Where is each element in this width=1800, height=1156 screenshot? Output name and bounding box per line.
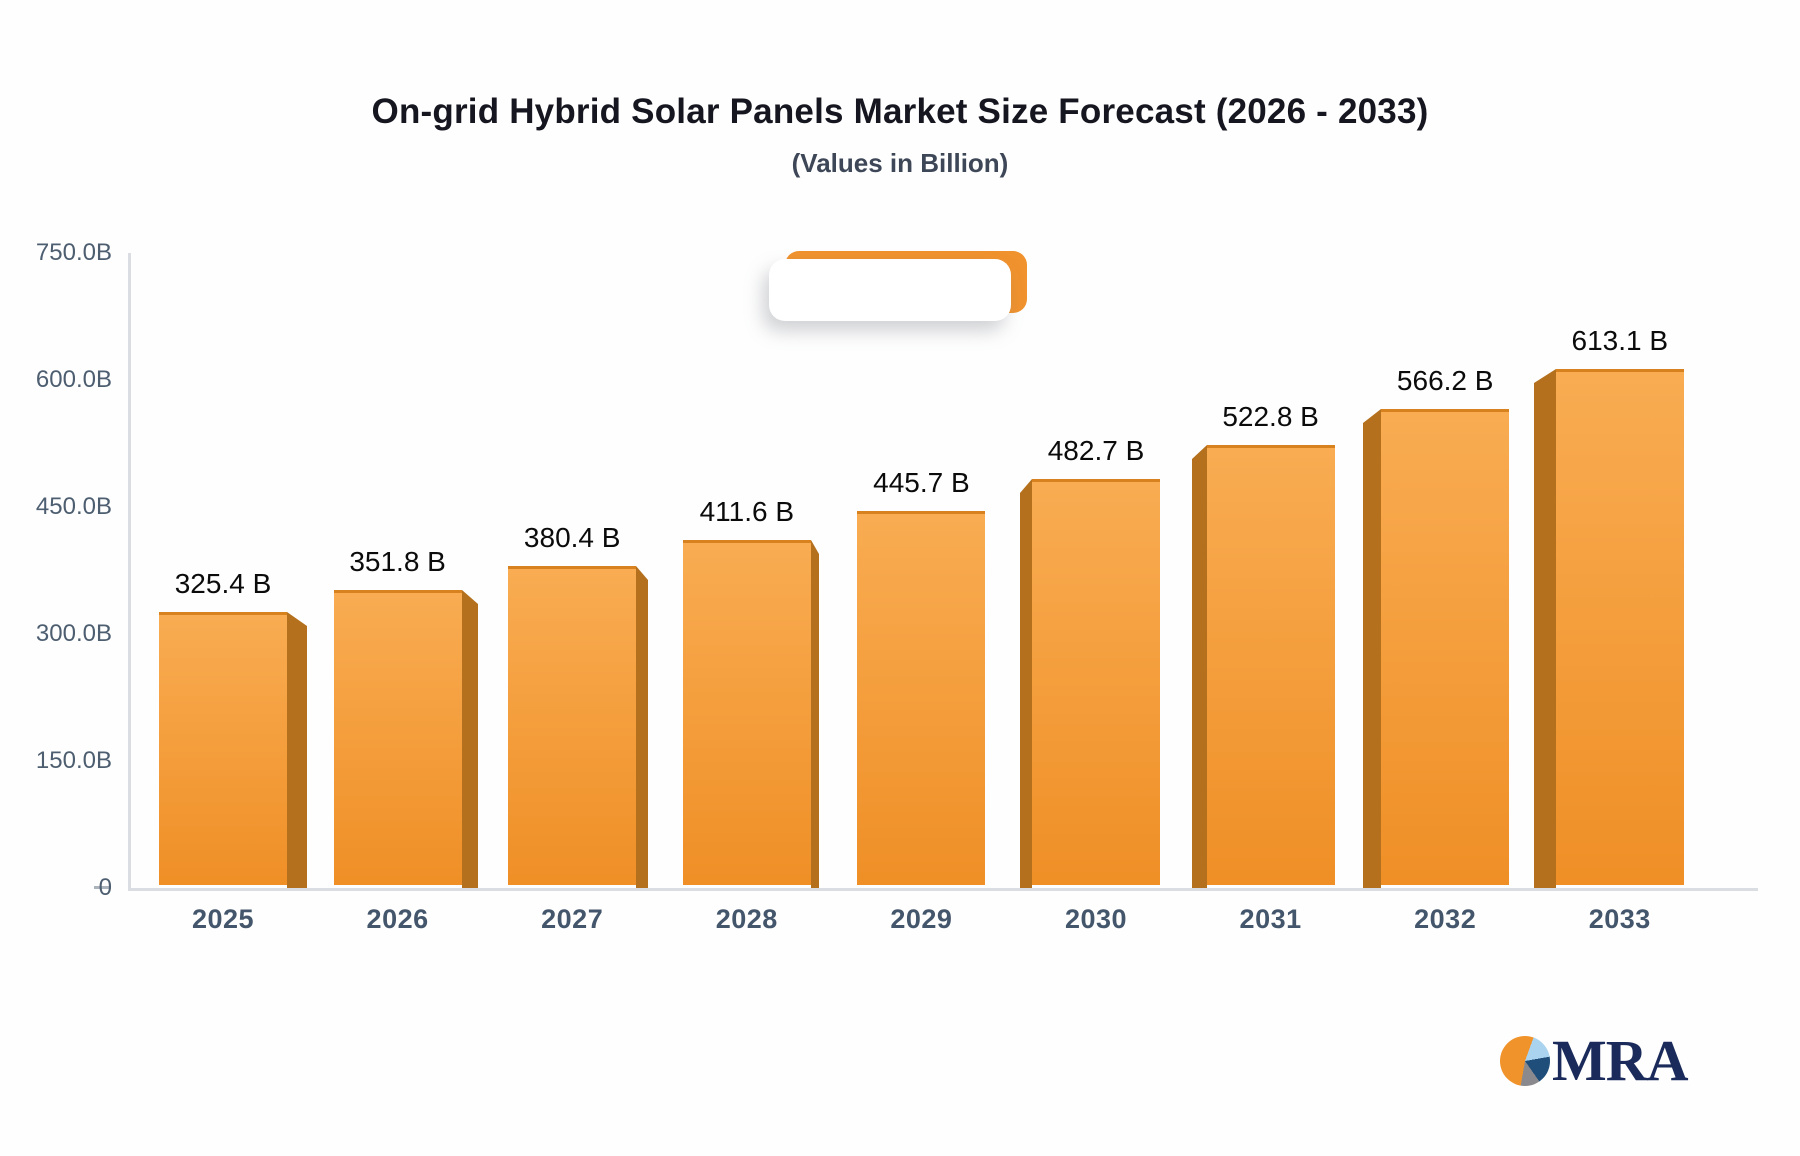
bar-side-face — [1192, 445, 1207, 888]
bar-side-face — [636, 566, 648, 888]
x-axis-tick-label: 2030 — [1064, 904, 1128, 934]
cagr-badge: CAGR: 8.24% — [769, 251, 1027, 321]
cagr-badge-label: CAGR: 8.24% — [813, 266, 999, 298]
y-axis-tick-label: 300.0B — [35, 620, 112, 647]
bar-side-face — [1363, 409, 1381, 888]
x-axis-tick-label: 2027 — [541, 904, 604, 934]
zero-tick-mark — [94, 886, 110, 889]
bar-2028 — [683, 540, 811, 885]
mra-logo-text: MRA — [1552, 1028, 1689, 1093]
y-axis-tick-label: 0 — [98, 874, 112, 901]
x-axis-tick-label: 2028 — [715, 904, 778, 934]
bar-2029 — [857, 511, 985, 885]
chart-title: On-grid Hybrid Solar Panels Market Size … — [371, 92, 1429, 131]
x-axis-tick-label: 2026 — [366, 904, 429, 934]
bar-2032 — [1381, 409, 1509, 885]
bar-2025 — [159, 612, 287, 885]
x-axis-tick-label: 2033 — [1588, 904, 1651, 934]
y-axis-tick-label: 600.0B — [35, 366, 112, 393]
bar-value-label: 445.7 B — [873, 467, 970, 498]
y-axis-tick-label: 150.0B — [35, 747, 112, 774]
pie-chart-logo-icon — [1500, 1036, 1550, 1086]
bar-value-label: 482.7 B — [1047, 435, 1145, 466]
bar-value-label: 566.2 B — [1396, 365, 1494, 396]
x-axis-tick-label: 2031 — [1239, 904, 1302, 934]
chart-subtitle: (Values in Billion) — [791, 148, 1009, 178]
bar-side-face — [1534, 369, 1556, 888]
x-axis-tick-label: 2025 — [191, 904, 255, 934]
y-axis-tick-label: 750.0B — [35, 239, 112, 266]
y-axis-line — [128, 253, 131, 891]
bar-value-label: 411.6 B — [699, 496, 795, 527]
bar-value-label: 613.1 B — [1571, 325, 1669, 356]
bar-2026 — [334, 590, 462, 885]
bar-2030 — [1032, 479, 1160, 885]
x-axis-tick-label: 2029 — [890, 904, 953, 934]
bar-2031 — [1207, 445, 1335, 885]
x-axis-baseline — [128, 888, 1758, 891]
bar-value-label: 325.4 B — [174, 568, 272, 599]
bar-value-label: 522.8 B — [1222, 401, 1319, 432]
bar-value-label: 380.4 B — [523, 522, 621, 553]
bar-side-face — [811, 540, 819, 888]
bar-side-face — [462, 590, 478, 888]
bar-value-label: 351.8 B — [349, 546, 446, 577]
bar-side-face — [1020, 479, 1032, 888]
y-axis-tick-label: 450.0B — [35, 493, 112, 520]
mra-logo: MRA — [1500, 1028, 1689, 1093]
bar-2033 — [1556, 369, 1684, 885]
bar-2027 — [508, 566, 636, 885]
x-axis-tick-label: 2032 — [1414, 904, 1477, 934]
bar-side-face — [287, 612, 307, 888]
